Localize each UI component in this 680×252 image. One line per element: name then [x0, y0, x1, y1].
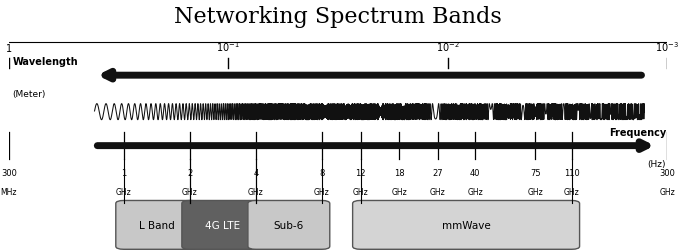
Text: GHz: GHz: [116, 187, 131, 196]
Text: Wavelength: Wavelength: [12, 57, 78, 67]
Text: 12: 12: [355, 169, 366, 178]
Text: GHz: GHz: [430, 187, 445, 196]
Text: Sub-6: Sub-6: [274, 220, 304, 230]
Text: GHz: GHz: [353, 187, 369, 196]
FancyBboxPatch shape: [353, 201, 579, 249]
Text: 300: 300: [660, 169, 675, 178]
Text: 2: 2: [187, 169, 192, 178]
Text: GHz: GHz: [564, 187, 579, 196]
Text: 40: 40: [470, 169, 481, 178]
Text: 8: 8: [319, 169, 324, 178]
Text: L Band: L Band: [139, 220, 175, 230]
Text: (Hz): (Hz): [647, 160, 666, 169]
Text: GHz: GHz: [391, 187, 407, 196]
Text: 18: 18: [394, 169, 405, 178]
Text: 10$^{-2}$: 10$^{-2}$: [436, 40, 460, 53]
Text: 75: 75: [530, 169, 541, 178]
Text: GHz: GHz: [660, 187, 675, 196]
Text: 300: 300: [1, 169, 17, 178]
Text: GHz: GHz: [314, 187, 330, 196]
FancyBboxPatch shape: [182, 201, 264, 249]
Text: GHz: GHz: [182, 187, 198, 196]
Text: Frequency: Frequency: [609, 127, 666, 137]
FancyBboxPatch shape: [116, 201, 198, 249]
Text: 10$^{-1}$: 10$^{-1}$: [216, 40, 240, 53]
Text: 4G LTE: 4G LTE: [205, 220, 240, 230]
Text: 1: 1: [121, 169, 126, 178]
Text: GHz: GHz: [467, 187, 483, 196]
Text: mmWave: mmWave: [442, 220, 490, 230]
Text: 1: 1: [6, 43, 12, 53]
Text: GHz: GHz: [527, 187, 543, 196]
Text: MHz: MHz: [1, 187, 17, 196]
Text: (Meter): (Meter): [12, 90, 46, 99]
FancyBboxPatch shape: [248, 201, 330, 249]
Text: 10$^{-3}$: 10$^{-3}$: [656, 40, 679, 53]
Text: 27: 27: [432, 169, 443, 178]
Text: Networking Spectrum Bands: Networking Spectrum Bands: [174, 6, 502, 28]
Text: GHz: GHz: [248, 187, 264, 196]
Text: 110: 110: [564, 169, 579, 178]
Text: 4: 4: [253, 169, 258, 178]
